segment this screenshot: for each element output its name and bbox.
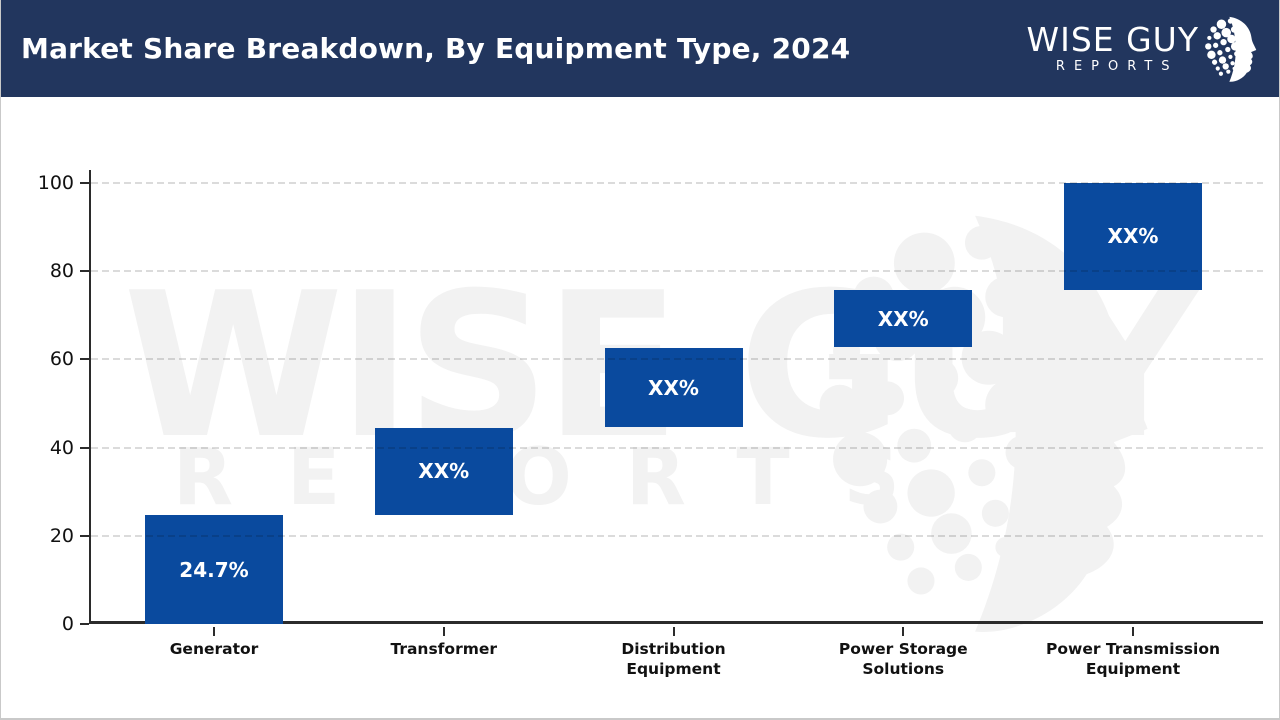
watermark-subtitle: REPORTS <box>173 433 954 523</box>
y-tick-mark <box>80 446 89 449</box>
bar-generator: 24.7% <box>145 515 283 624</box>
logo-wordmark: WISE GUY <box>1026 19 1199 59</box>
x-axis-label: Distribution Equipment <box>621 640 726 679</box>
y-tick-label: 100 <box>37 172 74 194</box>
gridline <box>91 534 1263 537</box>
waterfall-chart: 0 20 40 60 80 100 24.7% Generator XX% Transformer… <box>38 170 1263 678</box>
bar-power-transmission-equipment: XX% <box>1064 183 1202 290</box>
bar-power-storage-solutions: XX% <box>834 289 973 348</box>
gridline <box>91 270 1263 273</box>
gridline <box>91 446 1263 449</box>
x-tick-mark <box>1132 627 1134 636</box>
bar-value-label: XX% <box>1107 224 1159 249</box>
x-tick-mark <box>902 627 905 636</box>
x-axis-label: Power Storage Solutions <box>838 640 968 679</box>
y-tick-mark <box>80 358 89 361</box>
bar-transformer: XX% <box>374 427 513 516</box>
bar-value-label: 24.7% <box>179 557 249 582</box>
chart-region: WISE GUY REPORTS <box>1 97 1279 718</box>
logo-subtitle: REPORTS <box>1055 59 1179 75</box>
x-axis-label: Generator <box>169 640 259 658</box>
bar-value-label: XX% <box>877 306 929 331</box>
header: Market Share Breakdown, By Equipment Typ… <box>1 0 1279 97</box>
x-tick-mark <box>442 627 445 636</box>
y-tick-label: 60 <box>49 348 74 371</box>
y-tick-mark <box>80 623 89 625</box>
logo-head-icon <box>1205 16 1257 82</box>
y-tick-label: 40 <box>49 436 74 459</box>
y-tick-label: 20 <box>49 524 74 547</box>
x-axis-label: Power Transmission Equipment <box>1045 640 1221 679</box>
page-title: Market Share Breakdown, By Equipment Typ… <box>21 32 851 65</box>
gridline <box>91 182 1263 184</box>
y-tick-label: 80 <box>49 260 74 283</box>
y-tick-label: 0 <box>61 613 74 635</box>
brand-logo: WISE GUY REPORTS <box>1026 14 1261 84</box>
x-axis-label: Transformer <box>390 640 498 658</box>
y-tick-mark <box>80 182 89 184</box>
x-tick-mark <box>213 627 215 636</box>
y-tick-mark <box>80 534 89 537</box>
x-tick-mark <box>672 627 675 636</box>
y-tick-mark <box>80 270 89 273</box>
bar-value-label: XX% <box>418 459 470 484</box>
logo-text: WISE GUY REPORTS <box>1026 19 1199 75</box>
gridline <box>91 358 1263 361</box>
bar-value-label: XX% <box>648 375 699 400</box>
bar-distribution-equipment: XX% <box>604 348 743 428</box>
